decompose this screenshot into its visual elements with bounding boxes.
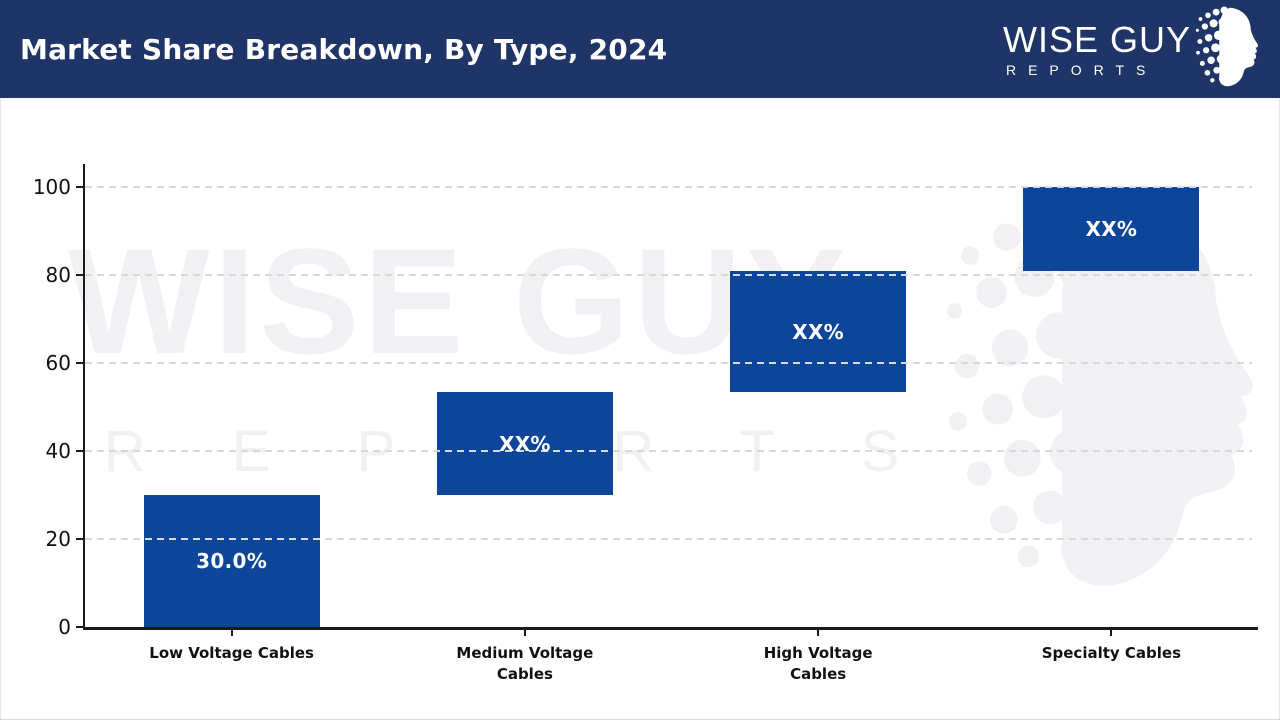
ytick-label-20: 20 [45,527,71,551]
ytick-label-60: 60 [45,351,71,375]
x-label-high-voltage-cables: High Voltage Cables [763,644,873,683]
xtick-low-voltage-cables [230,627,233,636]
x-axis-line [83,627,1258,630]
bar-medium-voltage-cables [436,392,613,495]
chart-canvas: WISE GUY REPORTS 30.0%Low Voltage Cables… [0,98,1280,720]
x-label-low-voltage-cables: Low Voltage Cables [149,644,314,662]
brand-logo-text: WISE GUY REPORTS [1002,18,1191,78]
xtick-medium-voltage-cables [523,627,526,636]
x-label-specialty-cables: Specialty Cables [1041,644,1182,662]
bar-label-specialty-cables: XX% [1085,216,1138,241]
x-label-medium-voltage-cables: Medium Voltage Cables [456,644,594,683]
header-bar: Market Share Breakdown, By Type, 2024 WI… [0,0,1280,98]
gridline-20 [85,538,1252,540]
ytick-label-40: 40 [45,439,71,463]
gridline-80 [85,274,1252,276]
wiseguy-face-icon [1193,5,1268,93]
ytick-60 [76,362,85,364]
xtick-specialty-cables [1110,627,1113,636]
y-axis-line [83,164,85,629]
gridline-100 [85,186,1252,188]
gridline-40 [85,450,1252,452]
xtick-high-voltage-cables [817,627,820,636]
ytick-100 [76,186,85,188]
plot-area: 30.0% Low Voltage Cables XX% Medium Voltage… [0,98,1280,720]
bar-label-high-voltage-cables: XX% [792,319,844,344]
chart-title: Market Share Breakdown, By Type, 2024 [20,32,668,66]
bar-label-medium-voltage-cables: XX% [498,431,551,456]
bar-high-voltage-cables [730,270,907,393]
brand-name: WISE GUY [1002,18,1191,60]
ytick-80 [76,274,85,276]
ytick-40 [76,450,85,452]
brand-logo: WISE GUY REPORTS [1003,5,1268,93]
ytick-label-100: 100 [32,175,71,199]
ytick-label-0: 0 [58,615,71,639]
ytick-0 [76,626,85,628]
bar-low-voltage-cables [143,495,320,627]
gridline-60 [85,362,1252,364]
ytick-label-80: 80 [45,263,71,287]
bar-label-low-voltage-cables: 30.0% [196,549,268,573]
ytick-20 [76,538,85,540]
brand-subtitle: REPORTS [1005,61,1158,78]
